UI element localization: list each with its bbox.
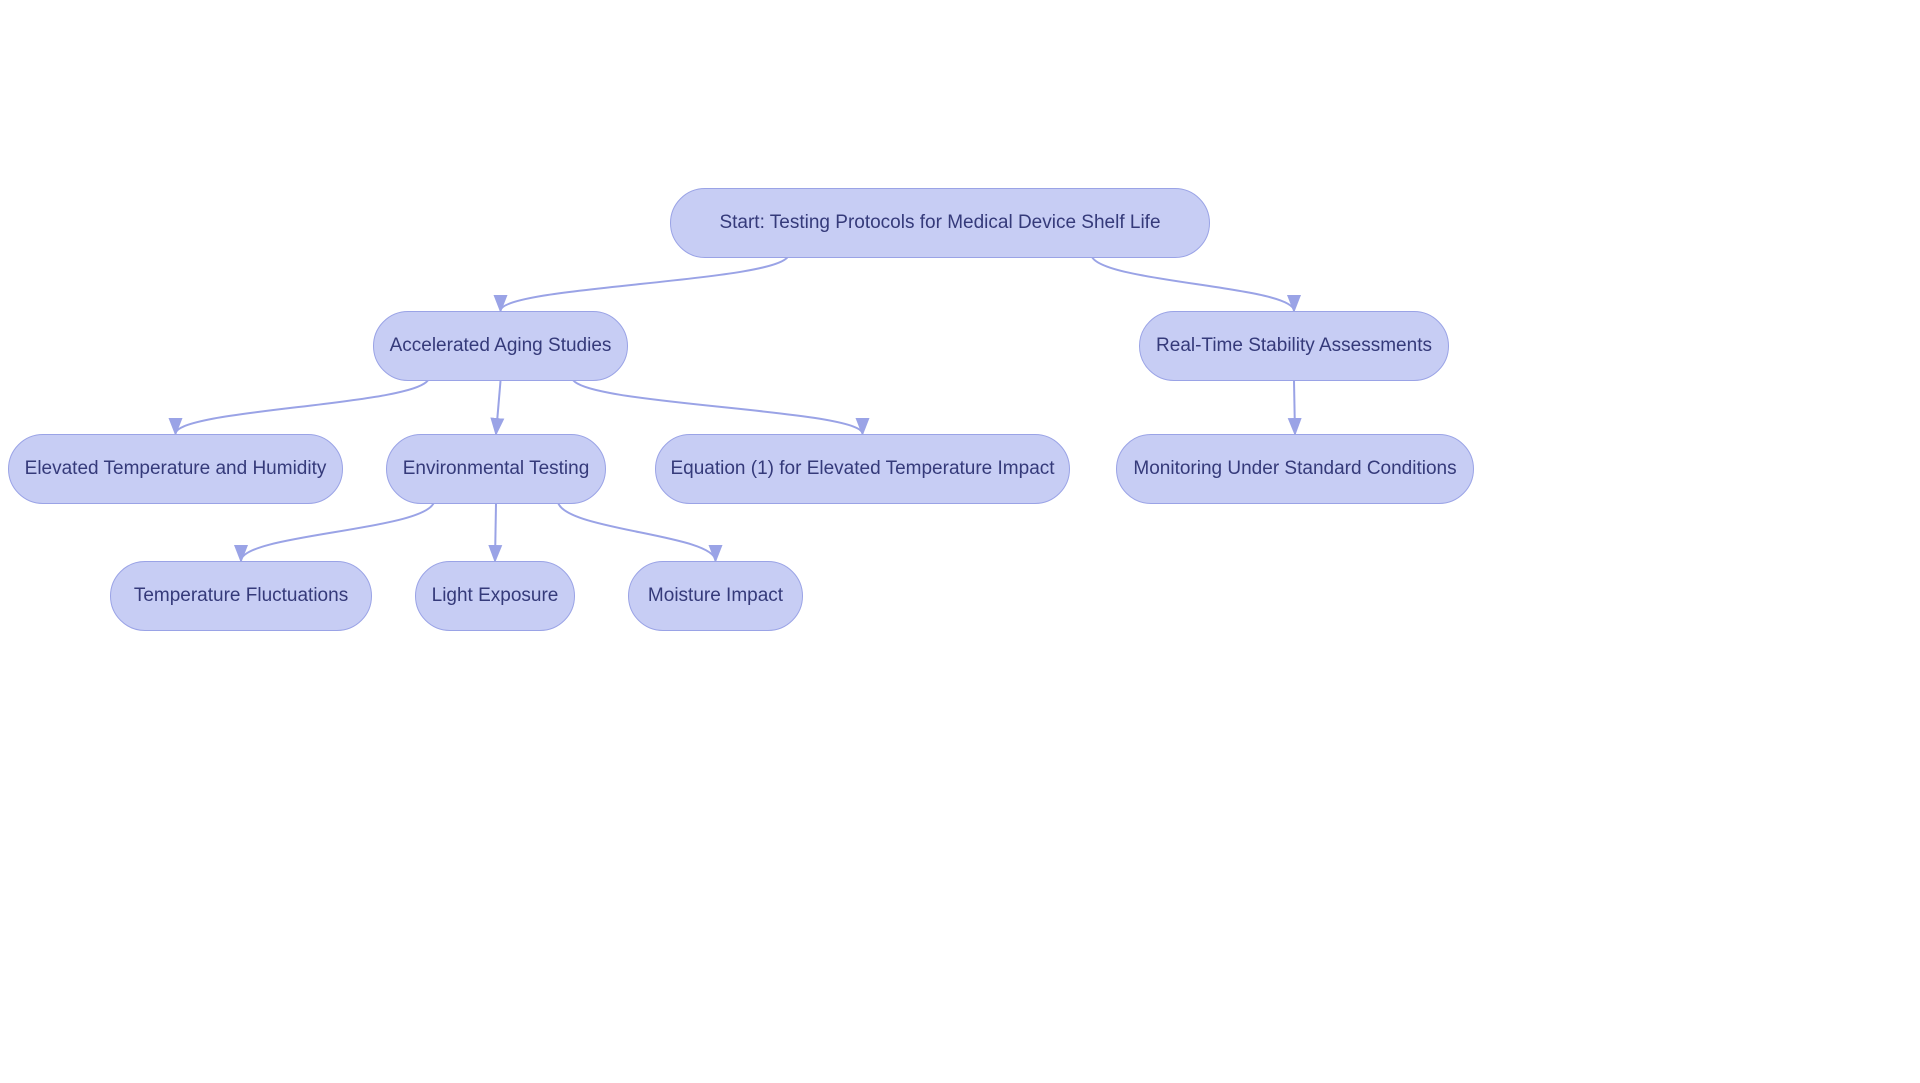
edge-envtest-light: [495, 504, 496, 561]
node-label: Environmental Testing: [403, 458, 590, 480]
flowchart-node-start: Start: Testing Protocols for Medical Dev…: [670, 188, 1210, 258]
flowchart-node-monitor: Monitoring Under Standard Conditions: [1116, 434, 1474, 504]
flowchart-node-light: Light Exposure: [415, 561, 575, 631]
node-label: Elevated Temperature and Humidity: [25, 458, 327, 480]
flowchart-node-eq1: Equation (1) for Elevated Temperature Im…: [655, 434, 1070, 504]
flowchart-node-realtime: Real-Time Stability Assessments: [1139, 311, 1449, 381]
edge-realtime-monitor: [1294, 381, 1295, 434]
flowchart-node-tempfluct: Temperature Fluctuations: [110, 561, 372, 631]
flowchart-node-moisture: Moisture Impact: [628, 561, 803, 631]
edge-aging-eth: [176, 377, 430, 434]
node-label: Light Exposure: [432, 585, 559, 607]
edge-envtest-moisture: [558, 500, 716, 561]
node-label: Start: Testing Protocols for Medical Dev…: [719, 212, 1160, 234]
node-label: Moisture Impact: [648, 585, 783, 607]
flowchart-node-aging: Accelerated Aging Studies: [373, 311, 628, 381]
node-label: Monitoring Under Standard Conditions: [1133, 458, 1456, 480]
flowchart-node-envtest: Environmental Testing: [386, 434, 606, 504]
edge-aging-eq1: [572, 377, 863, 434]
node-label: Accelerated Aging Studies: [390, 335, 612, 357]
edge-envtest-tempfluct: [241, 500, 434, 561]
flowchart-node-eth: Elevated Temperature and Humidity: [8, 434, 343, 504]
edge-aging-envtest: [496, 381, 501, 434]
edge-start-realtime: [1091, 254, 1294, 311]
node-label: Temperature Fluctuations: [134, 585, 348, 607]
edge-start-aging: [501, 254, 789, 311]
node-label: Equation (1) for Elevated Temperature Im…: [670, 458, 1054, 480]
node-label: Real-Time Stability Assessments: [1156, 335, 1432, 357]
flowchart-edges: [0, 0, 1920, 1083]
